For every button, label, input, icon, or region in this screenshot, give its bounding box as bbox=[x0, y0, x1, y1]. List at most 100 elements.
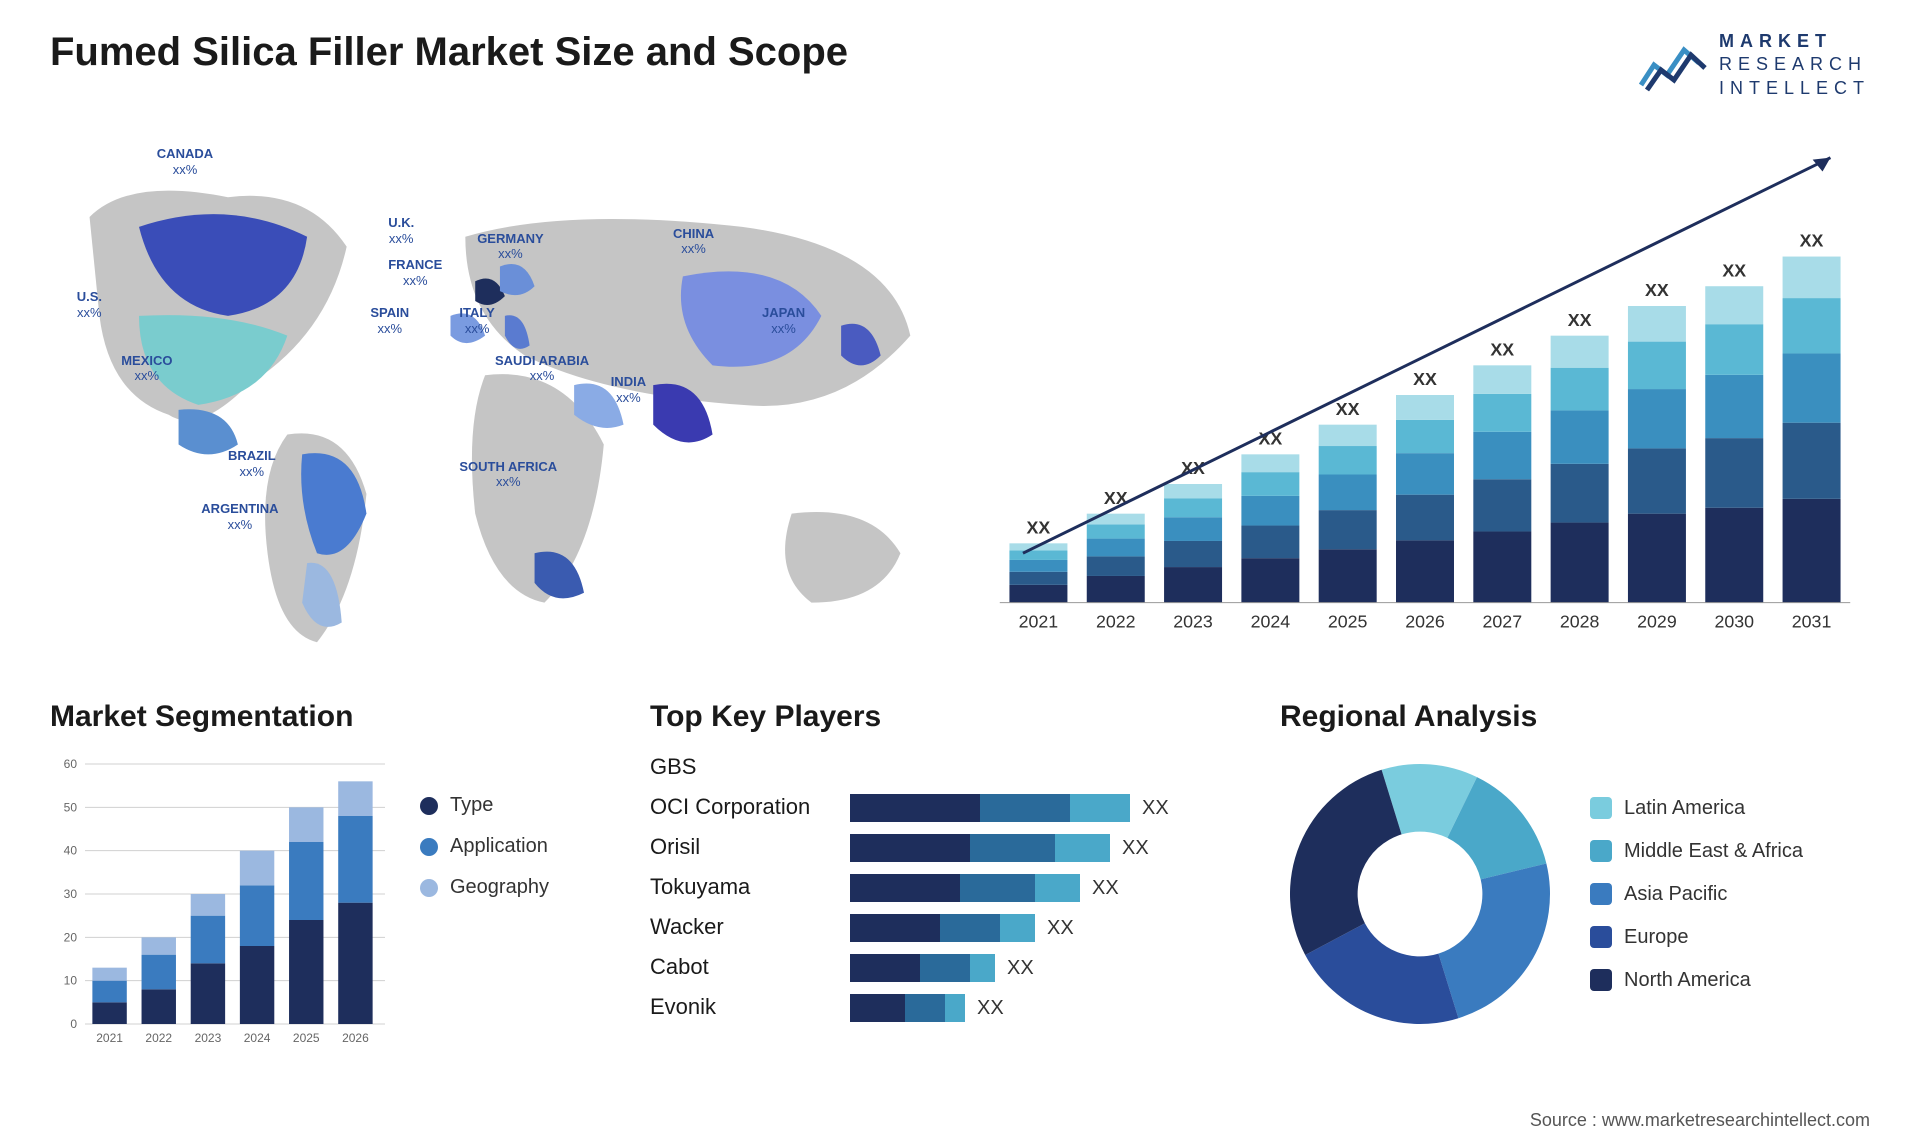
seg-ytick: 60 bbox=[64, 757, 78, 771]
seg-bar-seg bbox=[142, 990, 176, 1025]
growth-year-label: 2030 bbox=[1714, 612, 1754, 632]
growth-bar-seg bbox=[1551, 464, 1609, 523]
map-label-saudiarabia: SAUDI ARABIAxx% bbox=[495, 353, 589, 384]
player-bar-seg bbox=[920, 954, 970, 982]
seg-bar-seg bbox=[240, 946, 274, 1024]
growth-chart-panel: XX2021XX2022XX2023XX2024XX2025XX2026XX20… bbox=[980, 130, 1870, 660]
player-value: XX bbox=[1092, 877, 1119, 900]
growth-bar-seg bbox=[1473, 532, 1531, 603]
growth-bar-seg bbox=[1628, 389, 1686, 448]
legend-dot-icon bbox=[420, 797, 438, 815]
players-bars: XXXXXXXXXXXX bbox=[850, 754, 1250, 1022]
player-value: XX bbox=[977, 997, 1004, 1020]
map-label-japan: JAPANxx% bbox=[762, 305, 805, 336]
map-label-argentina: ARGENTINAxx% bbox=[201, 501, 278, 532]
growth-bar-seg bbox=[1319, 475, 1377, 511]
map-label-uk: U.K.xx% bbox=[388, 215, 414, 246]
growth-bar-label: XX bbox=[1568, 310, 1592, 330]
segmentation-stacked-bar-chart: 0102030405060202120222023202420252026 bbox=[50, 754, 390, 1054]
player-value: XX bbox=[1142, 797, 1169, 820]
legend-square-icon bbox=[1590, 926, 1612, 948]
growth-bar-seg bbox=[1009, 585, 1067, 603]
growth-bar-seg bbox=[1241, 558, 1299, 603]
map-label-italy: ITALYxx% bbox=[459, 305, 494, 336]
player-bar-seg bbox=[1035, 874, 1080, 902]
player-bar-seg bbox=[1070, 794, 1130, 822]
seg-ytick: 40 bbox=[64, 844, 78, 858]
map-label-us: U.S.xx% bbox=[77, 289, 102, 320]
region-legend-item: Europe bbox=[1590, 926, 1803, 949]
player-bar bbox=[850, 914, 1035, 942]
growth-year-label: 2021 bbox=[1019, 612, 1059, 632]
growth-bar-seg bbox=[1705, 324, 1763, 375]
growth-bar-seg bbox=[1009, 551, 1067, 560]
seg-bar-seg bbox=[289, 808, 323, 843]
legend-dot-icon bbox=[420, 879, 438, 897]
segmentation-legend: Type Application Geography bbox=[420, 754, 549, 1054]
seg-bar-seg bbox=[289, 920, 323, 1024]
region-legend-label: Latin America bbox=[1624, 797, 1745, 820]
legend-square-icon bbox=[1590, 969, 1612, 991]
growth-bar-seg bbox=[1319, 425, 1377, 446]
region-legend-item: North America bbox=[1590, 969, 1803, 992]
growth-bar-seg bbox=[1628, 306, 1686, 342]
player-bar bbox=[850, 794, 1130, 822]
legend-square-icon bbox=[1590, 797, 1612, 819]
source-attribution: Source : www.marketresearchintellect.com bbox=[1530, 1110, 1870, 1131]
regional-legend: Latin AmericaMiddle East & AfricaAsia Pa… bbox=[1590, 797, 1803, 992]
seg-legend-item: Geography bbox=[420, 876, 549, 899]
growth-bar-seg bbox=[1473, 479, 1531, 531]
growth-bar-seg bbox=[1705, 508, 1763, 603]
growth-bar-seg bbox=[1087, 539, 1145, 557]
seg-bar-seg bbox=[240, 886, 274, 947]
legend-square-icon bbox=[1590, 840, 1612, 862]
growth-stacked-bar-chart: XX2021XX2022XX2023XX2024XX2025XX2026XX20… bbox=[980, 130, 1870, 660]
growth-bar-seg bbox=[1705, 438, 1763, 508]
growth-year-label: 2022 bbox=[1096, 612, 1136, 632]
growth-bar-seg bbox=[1241, 496, 1299, 526]
growth-bar-seg bbox=[1164, 517, 1222, 541]
player-name: Tokuyama bbox=[650, 874, 830, 902]
player-bar-seg bbox=[940, 914, 1000, 942]
seg-bar-seg bbox=[92, 1003, 126, 1025]
logo-text-2: RESEARCH bbox=[1719, 53, 1870, 76]
region-legend-label: Asia Pacific bbox=[1624, 883, 1727, 906]
player-bar-row bbox=[850, 754, 1250, 782]
player-bar-row: XX bbox=[850, 954, 1250, 982]
growth-bar-seg bbox=[1087, 557, 1145, 577]
growth-bar-seg bbox=[1319, 510, 1377, 549]
player-bar-row: XX bbox=[850, 994, 1250, 1022]
growth-bar-seg bbox=[1241, 472, 1299, 496]
growth-bar-seg bbox=[1551, 368, 1609, 411]
map-label-canada: CANADAxx% bbox=[157, 146, 213, 177]
growth-year-label: 2027 bbox=[1483, 612, 1523, 632]
player-bar-seg bbox=[850, 834, 970, 862]
seg-legend-item: Type bbox=[420, 794, 549, 817]
map-label-germany: GERMANYxx% bbox=[477, 231, 543, 262]
player-name: Cabot bbox=[650, 954, 830, 982]
growth-bar-seg bbox=[1164, 567, 1222, 603]
player-bar bbox=[850, 994, 965, 1022]
players-title: Top Key Players bbox=[650, 700, 1250, 734]
seg-legend-item: Application bbox=[420, 835, 549, 858]
growth-year-label: 2026 bbox=[1405, 612, 1445, 632]
player-bar-seg bbox=[850, 954, 920, 982]
player-bar-seg bbox=[945, 994, 965, 1022]
legend-square-icon bbox=[1590, 883, 1612, 905]
growth-bar-seg bbox=[1783, 298, 1841, 353]
seg-bar-seg bbox=[338, 782, 372, 817]
players-panel: Top Key Players GBSOCI CorporationOrisil… bbox=[650, 700, 1250, 1060]
growth-bar-seg bbox=[1396, 495, 1454, 541]
seg-year-label: 2022 bbox=[145, 1031, 172, 1045]
growth-bar-label: XX bbox=[1490, 340, 1514, 360]
player-bar-seg bbox=[850, 794, 980, 822]
seg-year-label: 2025 bbox=[293, 1031, 320, 1045]
seg-year-label: 2026 bbox=[342, 1031, 369, 1045]
donut-slice bbox=[1290, 770, 1402, 955]
player-bar-seg bbox=[970, 834, 1055, 862]
growth-year-label: 2024 bbox=[1251, 612, 1291, 632]
growth-bar-seg bbox=[1551, 336, 1609, 368]
growth-bar-seg bbox=[1241, 526, 1299, 559]
region-legend-label: Europe bbox=[1624, 926, 1689, 949]
seg-bar-seg bbox=[142, 955, 176, 990]
